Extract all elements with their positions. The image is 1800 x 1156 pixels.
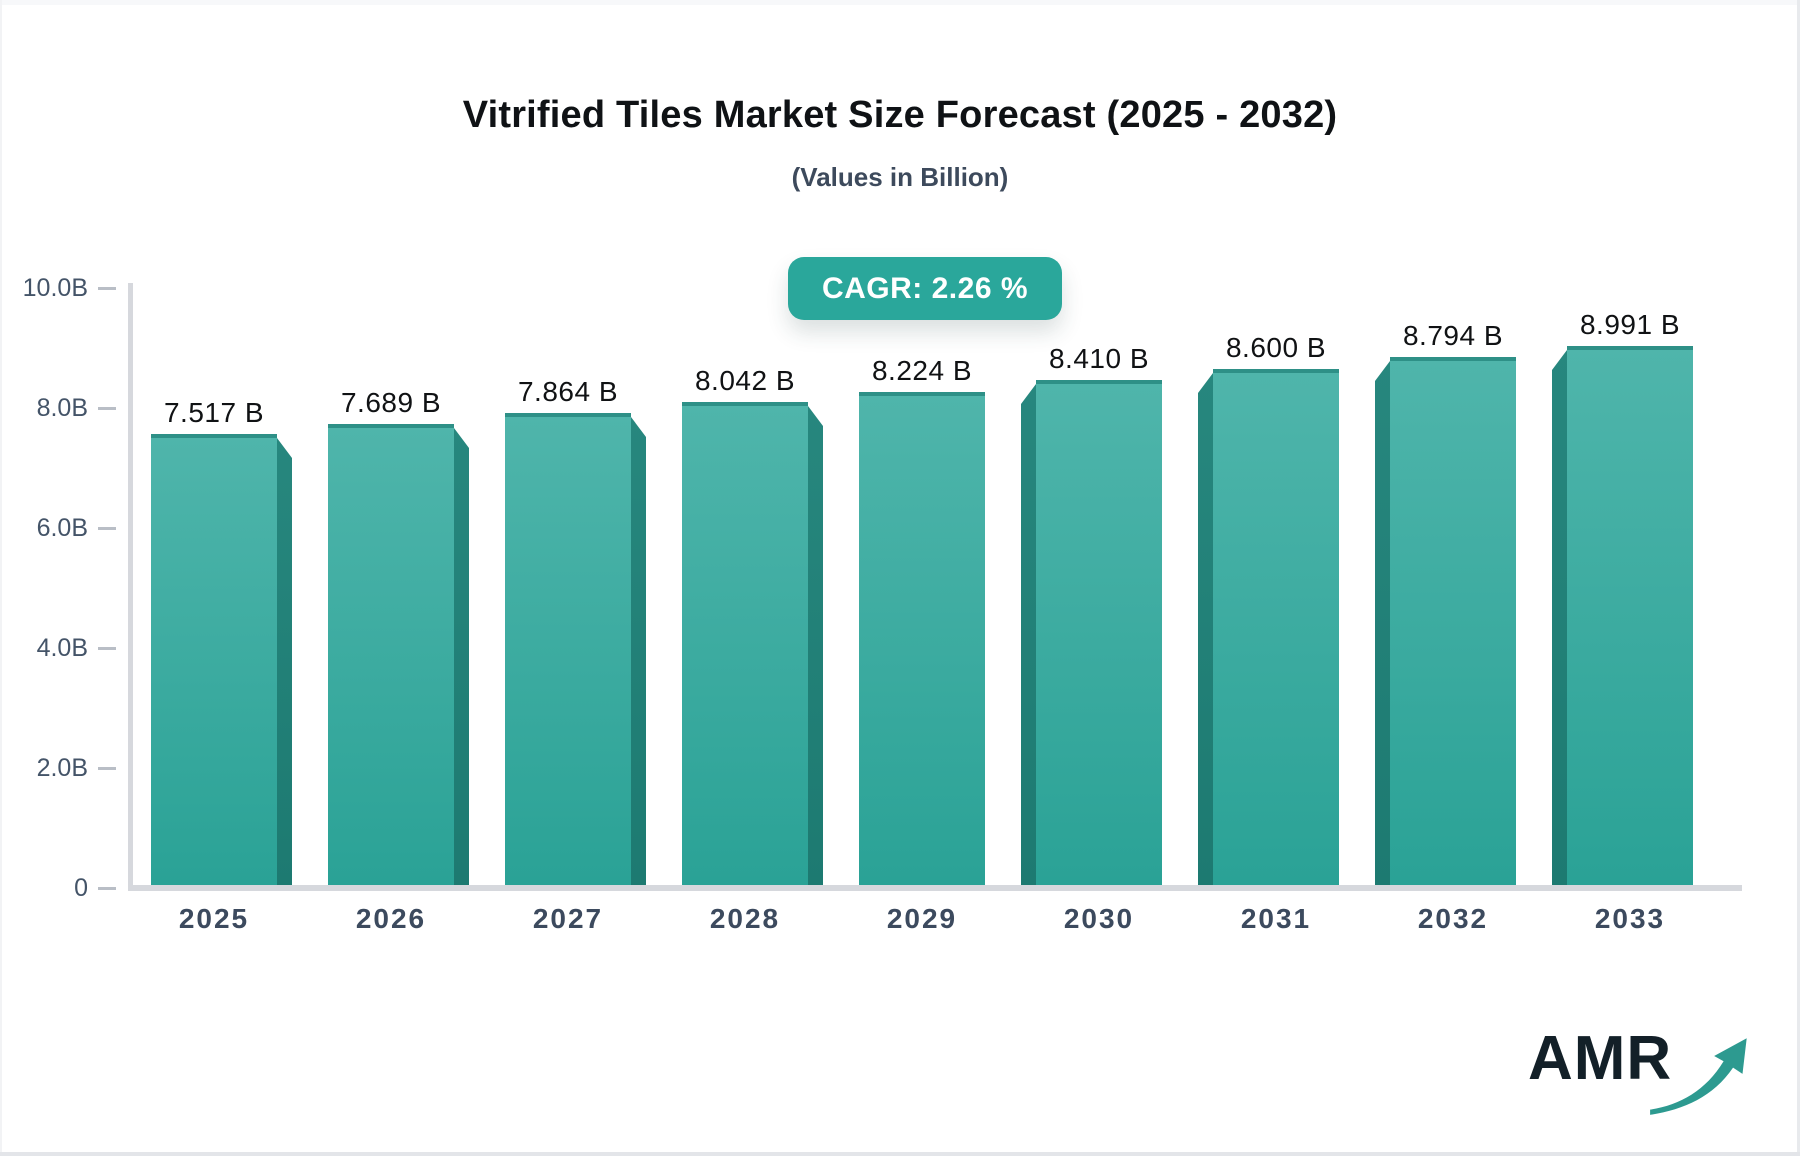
bar-value-label: 8.410 B bbox=[1048, 343, 1150, 374]
cagr-badge-label: CAGR: 2.26 % bbox=[821, 271, 1029, 305]
cagr-badge: CAGR: 2.26 % bbox=[788, 257, 1062, 320]
amr-logo: AMR bbox=[1528, 1024, 1747, 1118]
bar-value-label: 7.864 B bbox=[517, 376, 619, 407]
bottom-edge-line bbox=[0, 1152, 1800, 1156]
bar-value-label: 8.794 B bbox=[1402, 320, 1504, 351]
bar-value-label: 7.689 B bbox=[340, 387, 442, 418]
y-axis-tick bbox=[98, 406, 116, 410]
y-axis-tick bbox=[98, 526, 116, 530]
bar-side-face bbox=[454, 428, 469, 885]
bar-2030[interactable] bbox=[1021, 380, 1162, 885]
bar-2025[interactable] bbox=[151, 434, 292, 885]
amr-logo-text: AMR bbox=[1528, 1024, 1673, 1093]
x-axis-label-2031: 2031 bbox=[1240, 903, 1312, 934]
bar-2027[interactable] bbox=[505, 413, 646, 885]
y-axis-tick-label: 0 bbox=[74, 874, 88, 902]
bar-value-label: 8.042 B bbox=[694, 365, 796, 396]
bar-side-face bbox=[1375, 361, 1390, 885]
x-axis-label-2026: 2026 bbox=[355, 903, 427, 934]
bar-2026[interactable] bbox=[328, 424, 469, 885]
bar-2031[interactable] bbox=[1198, 369, 1339, 885]
y-axis-tick bbox=[98, 646, 116, 650]
bar-value-label: 8.600 B bbox=[1225, 332, 1327, 363]
bar-side-face bbox=[277, 438, 292, 885]
bar-2033[interactable] bbox=[1552, 346, 1693, 885]
y-axis-tick-label: 10.0B bbox=[22, 274, 88, 302]
chart-title: Vitrified Tiles Market Size Forecast (20… bbox=[462, 94, 1338, 136]
bar-side-face bbox=[808, 406, 823, 885]
y-axis-tick-label: 4.0B bbox=[36, 634, 88, 662]
y-axis-tick bbox=[98, 886, 116, 890]
y-axis-tick-label: 6.0B bbox=[36, 514, 88, 542]
x-axis-label-2030: 2030 bbox=[1063, 903, 1135, 934]
bar-2029[interactable] bbox=[859, 392, 985, 885]
bar-value-label: 8.991 B bbox=[1579, 309, 1681, 340]
bar-value-label: 8.224 B bbox=[871, 355, 973, 386]
x-axis-label-2025: 2025 bbox=[178, 903, 250, 934]
x-axis-label-2028: 2028 bbox=[709, 903, 781, 934]
y-axis-tick bbox=[98, 766, 116, 770]
bar-side-face bbox=[1198, 373, 1213, 885]
bar-side-face bbox=[1552, 350, 1567, 885]
y-axis-tick-label: 8.0B bbox=[36, 394, 88, 422]
x-axis-label-2029: 2029 bbox=[886, 903, 958, 934]
y-axis-tick bbox=[98, 286, 116, 290]
bar-side-face bbox=[631, 417, 646, 885]
amr-logo-arrow-icon bbox=[1650, 1038, 1747, 1115]
x-axis-label-2033: 2033 bbox=[1594, 903, 1666, 934]
y-axis-tick-label: 2.0B bbox=[36, 754, 88, 782]
bar-side-face bbox=[1021, 384, 1036, 885]
chart-subtitle: (Values in Billion) bbox=[791, 162, 1009, 192]
x-axis-label-2027: 2027 bbox=[532, 903, 604, 934]
x-axis-label-2032: 2032 bbox=[1417, 903, 1489, 934]
x-axis-baseline bbox=[128, 885, 1742, 891]
bar-value-label: 7.517 B bbox=[163, 397, 265, 428]
bar-2032[interactable] bbox=[1375, 357, 1516, 885]
top-edge-line bbox=[0, 0, 1800, 5]
y-axis-line bbox=[128, 283, 133, 891]
bar-2028[interactable] bbox=[682, 402, 823, 885]
